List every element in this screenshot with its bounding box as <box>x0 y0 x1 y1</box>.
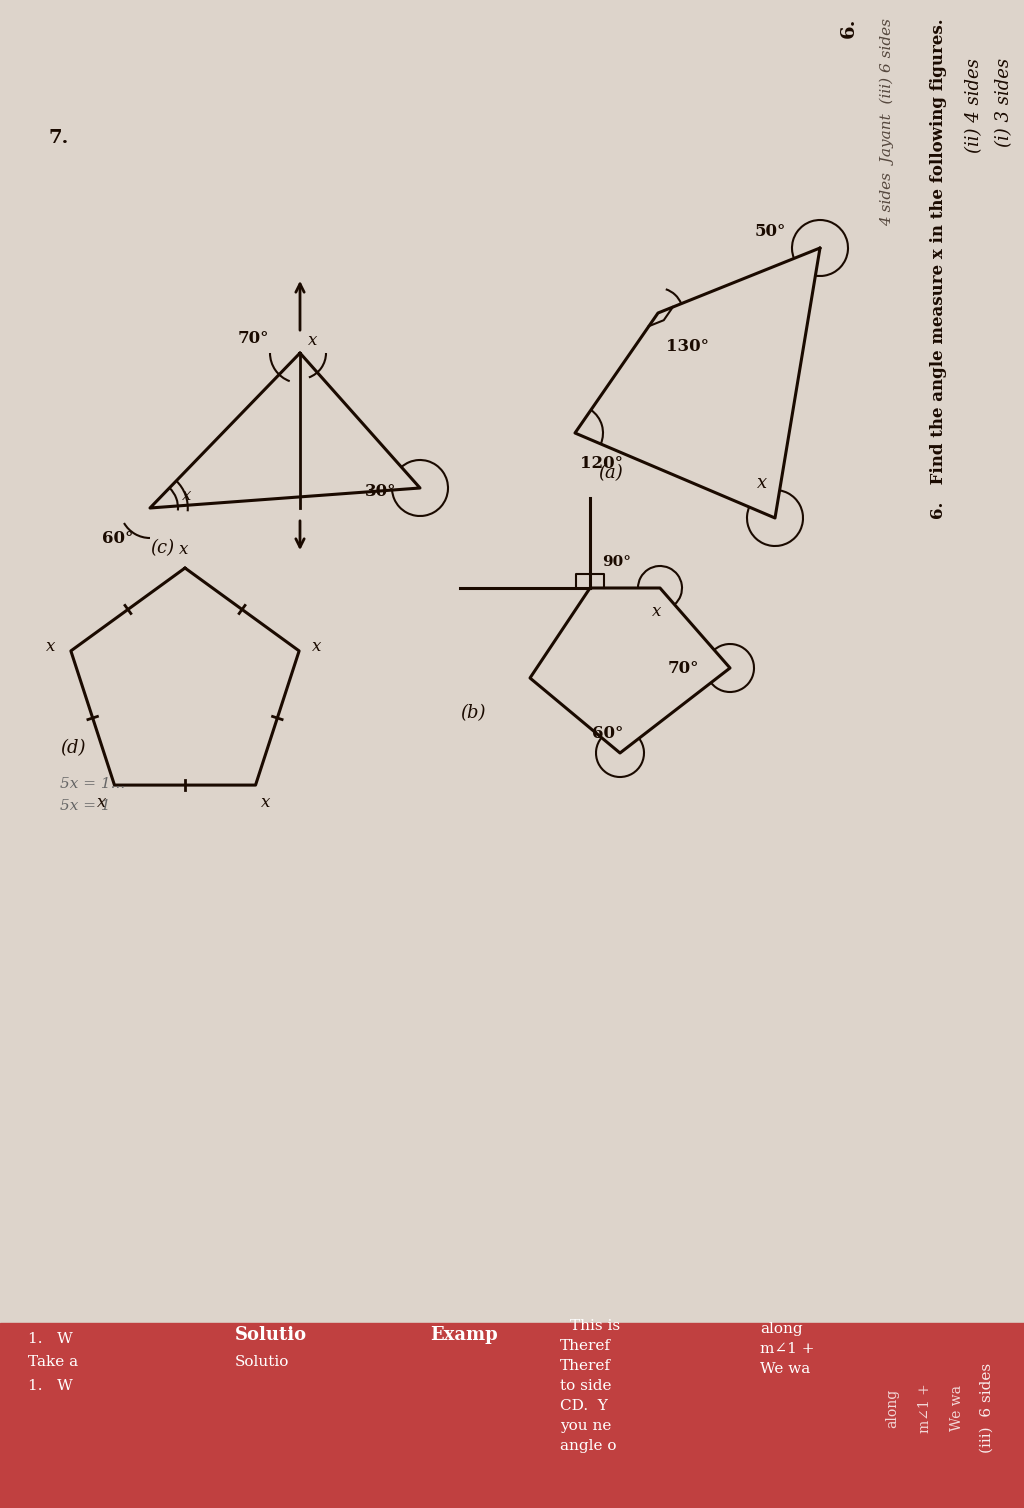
Text: 7.: 7. <box>48 130 69 146</box>
Text: m∠1 +: m∠1 + <box>760 1342 814 1356</box>
Text: 120°: 120° <box>580 455 623 472</box>
Text: x: x <box>46 638 55 654</box>
Text: angle o: angle o <box>560 1439 616 1454</box>
Text: 60°: 60° <box>592 725 624 742</box>
Text: Examp: Examp <box>430 1326 498 1344</box>
Text: (a): (a) <box>598 464 623 483</box>
Text: (b): (b) <box>460 704 485 722</box>
Bar <box>0 1323 1024 1508</box>
Text: x: x <box>261 795 270 811</box>
Text: (d): (d) <box>60 739 85 757</box>
Text: (c): (c) <box>150 538 174 556</box>
Text: Theref: Theref <box>560 1339 611 1353</box>
Text: 90°: 90° <box>602 555 631 569</box>
Text: 50°: 50° <box>755 223 786 240</box>
Text: along: along <box>885 1389 899 1428</box>
Text: CD.  Y: CD. Y <box>560 1399 608 1413</box>
Text: 70°: 70° <box>238 330 269 347</box>
Text: (i) 3 sides: (i) 3 sides <box>995 57 1013 148</box>
Text: Take a: Take a <box>28 1356 78 1369</box>
Text: x: x <box>757 474 767 492</box>
Text: This is: This is <box>570 1320 621 1333</box>
Text: We wa: We wa <box>950 1384 964 1431</box>
Text: x: x <box>96 795 106 811</box>
Text: x: x <box>308 332 317 348</box>
Text: x: x <box>652 603 662 620</box>
Text: 4 sides  Jayant  (iii) 6 sides: 4 sides Jayant (iii) 6 sides <box>880 18 894 226</box>
Text: Theref: Theref <box>560 1359 611 1372</box>
Text: m∠1 +: m∠1 + <box>918 1383 932 1433</box>
Text: 130°: 130° <box>666 338 709 354</box>
Text: 1.   W: 1. W <box>28 1378 73 1393</box>
Text: 60°: 60° <box>102 529 133 547</box>
Text: 5x = 1...: 5x = 1... <box>60 777 125 792</box>
Text: 30°: 30° <box>365 483 396 501</box>
Text: Solutio: Solutio <box>234 1356 290 1369</box>
Text: (ii) 4 sides: (ii) 4 sides <box>965 57 983 152</box>
Text: 6.: 6. <box>840 18 858 39</box>
Text: We wa: We wa <box>760 1362 810 1375</box>
Text: x: x <box>312 638 322 654</box>
Text: Solutio: Solutio <box>234 1326 307 1344</box>
Text: you ne: you ne <box>560 1419 611 1433</box>
Text: 1.   W: 1. W <box>28 1332 73 1347</box>
Text: 5x = 1: 5x = 1 <box>60 799 111 813</box>
Text: (iii)  6 sides: (iii) 6 sides <box>980 1363 994 1454</box>
Text: x: x <box>179 541 188 558</box>
Text: 70°: 70° <box>668 661 699 677</box>
Text: along: along <box>760 1323 803 1336</box>
Text: to side: to side <box>560 1378 611 1393</box>
Text: 6.   Find the angle measure x in the following figures.: 6. Find the angle measure x in the follo… <box>930 18 947 519</box>
Text: x: x <box>182 487 191 504</box>
